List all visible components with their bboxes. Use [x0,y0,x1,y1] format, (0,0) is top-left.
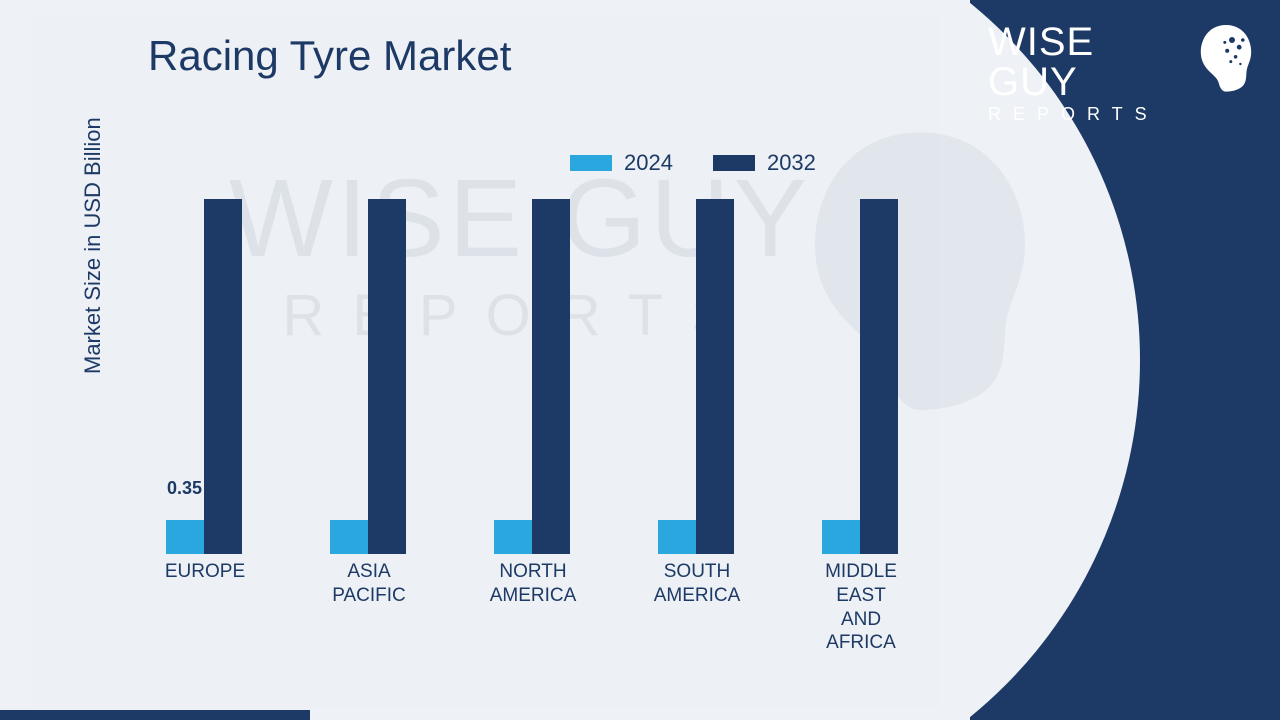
category-label: NORTHAMERICA [458,560,608,608]
category-label: EUROPE [130,560,280,584]
brand-main-text: WISE GUY [988,22,1188,102]
category-label: MIDDLEEASTANDAFRICA [786,560,936,655]
bar-group [658,199,738,554]
y-axis-label: Market Size in USD Billion [80,117,106,374]
watermark-head-icon [790,120,1050,420]
legend-item-2024: 2024 [570,150,673,176]
category-label: SOUTHAMERICA [622,560,772,608]
bar [696,199,734,554]
brand-head-icon [1194,22,1258,94]
bar [204,199,242,554]
legend: 2024 2032 [570,150,816,176]
bar [494,520,532,554]
bar [822,520,860,554]
bar [166,520,204,554]
bar-group: 0.35 [166,199,246,554]
chart-title: Racing Tyre Market [148,32,511,80]
page: Racing Tyre Market WISE GUY REPORTS 2024… [0,0,1280,720]
bar-group [494,199,574,554]
bar [368,199,406,554]
legend-label-2024: 2024 [624,150,673,176]
bar [658,520,696,554]
bottom-accent-bar [0,710,310,720]
bar-value-label: 0.35 [167,478,202,499]
brand-logo: WISE GUY REPORTS [988,22,1258,125]
legend-swatch-2032 [713,155,755,171]
bar [532,199,570,554]
category-label: ASIAPACIFIC [294,560,444,608]
bar-group [330,199,410,554]
legend-swatch-2024 [570,155,612,171]
bar [330,520,368,554]
brand-sub-text: REPORTS [988,104,1188,125]
